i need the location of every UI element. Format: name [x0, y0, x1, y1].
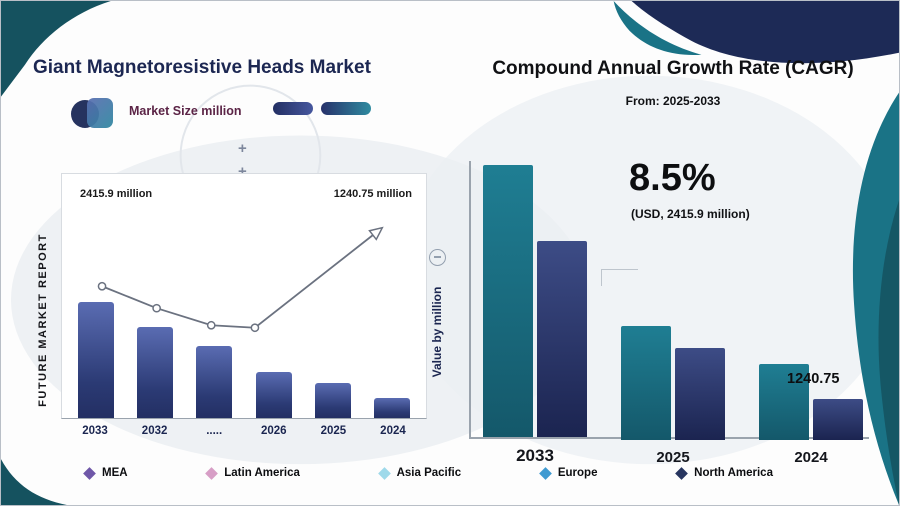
cagr-note: (USD, 2415.9 million) [631, 207, 750, 221]
legend-pill-icon [273, 102, 313, 115]
right-chart-subtitle: From: 2025-2033 [625, 94, 721, 108]
right-x-label: 2024 [794, 449, 828, 466]
legend-item: MEA [83, 466, 128, 480]
legend-label: North America [694, 467, 773, 479]
circle-minus-decoration [429, 249, 446, 266]
left-x-label: ..... [206, 425, 223, 437]
left-x-label: 2032 [141, 425, 168, 437]
bottom-legend: MEA Latin America Asia Pacific Europe North … [83, 466, 773, 480]
plus-decoration: + [238, 140, 247, 157]
right-bar-group: 2033 [483, 165, 587, 466]
right-bar [759, 363, 809, 440]
cagr-value: 8.5% [629, 157, 716, 199]
left-chart-start-value: 2415.9 million [80, 188, 153, 200]
right-bar [675, 347, 725, 440]
left-x-label: 2025 [320, 425, 347, 437]
square-shape-icon [87, 98, 113, 128]
legend-label: Latin America [224, 467, 300, 479]
plus-decoration: + [238, 163, 247, 180]
right-bar [537, 241, 587, 437]
market-size-label: Market Size million [129, 104, 242, 118]
legend-diamond-icon [205, 466, 219, 480]
legend-diamond-icon [675, 466, 689, 480]
legend-item: Europe [538, 466, 598, 480]
right-bar [621, 325, 671, 440]
right-bar-group: 2024 [759, 168, 863, 466]
left-bar [314, 383, 351, 418]
left-x-label: 2026 [260, 425, 287, 437]
left-bar [78, 301, 114, 418]
legend-label: Asia Pacific [396, 467, 462, 479]
right-chart-ylabel: Value by million [430, 286, 444, 378]
right-x-label: 2025 [656, 449, 690, 466]
right-chart-groups: 2033 2025 2024 [483, 165, 863, 466]
left-x-label: 2024 [380, 425, 406, 437]
left-bar [255, 372, 292, 418]
right-chart: 2033 2025 2024 1240.75 [469, 157, 869, 469]
legend-diamond-icon [83, 466, 96, 480]
right-bar-group: 2025 [621, 168, 725, 466]
legend-pill-icon [321, 102, 371, 115]
legend-diamond-icon [377, 466, 391, 480]
left-bar [196, 346, 233, 418]
left-x-label: 2033 [82, 425, 108, 437]
bracket-decoration [601, 269, 638, 286]
left-chart-title: Giant Magnetoresistive Heads Market [33, 57, 371, 78]
right-bar-value-label: 1240.75 [787, 371, 840, 387]
left-bar [373, 397, 410, 418]
legend-diamond-icon [538, 466, 552, 480]
legend-item: Latin America [205, 466, 300, 480]
left-chart-end-value: 1240.75 million [333, 188, 412, 200]
right-chart-title: Compound Annual Growth Rate (CAGR) [492, 58, 854, 79]
right-bar [483, 165, 533, 437]
left-chart: 2415.9 million 1240.75 million [61, 173, 427, 419]
left-chart-xlabels: 2033 2032..... 2026 2025 2024 [61, 425, 427, 437]
watermark-side-label: FUTURE MARKET REPORT [37, 233, 49, 407]
left-chart-bars [78, 298, 410, 418]
legend-item: North America [675, 466, 773, 480]
legend-label: Europe [557, 467, 598, 479]
right-chart-y-axis [469, 161, 471, 439]
legend-label: MEA [102, 467, 128, 479]
right-bar [813, 399, 863, 440]
legend-item: Asia Pacific [377, 466, 462, 480]
market-size-icon [71, 98, 117, 130]
left-bar [137, 326, 174, 418]
right-x-label: 2033 [516, 446, 554, 465]
